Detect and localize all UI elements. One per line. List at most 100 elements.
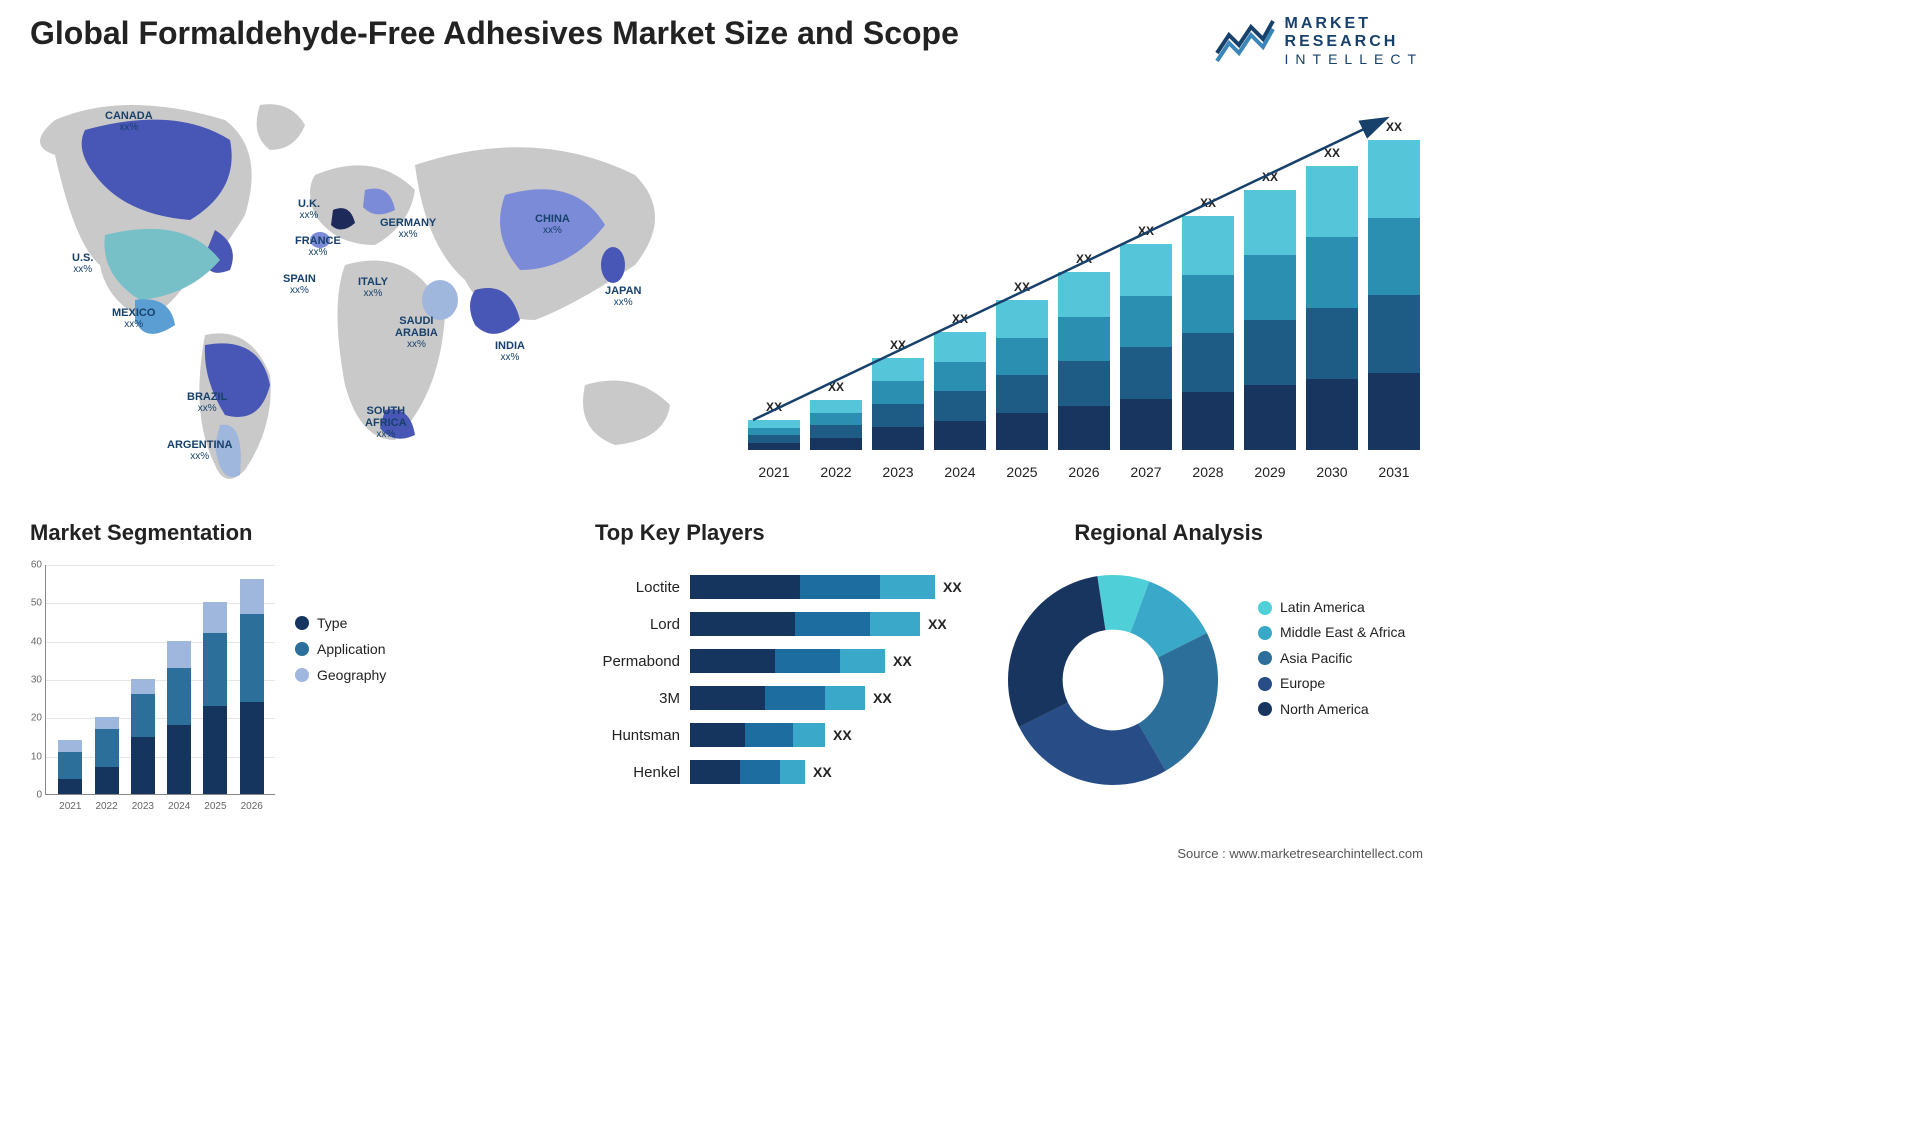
brand-logo: MARKET RESEARCH INTELLECT bbox=[1215, 15, 1423, 67]
map-label-italy: ITALYxx% bbox=[358, 276, 388, 299]
player-row-permabond: PermabondXX bbox=[585, 649, 912, 673]
player-value-henkel: XX bbox=[813, 764, 832, 780]
forecast-label-2028: XX bbox=[1200, 196, 1216, 210]
seg-xtick-2023: 2023 bbox=[132, 801, 154, 812]
map-saudi bbox=[422, 280, 458, 320]
forecast-label-2024: XX bbox=[952, 312, 968, 326]
seg-xtick-2026: 2026 bbox=[241, 801, 263, 812]
region-legend-asia-pacific: Asia Pacific bbox=[1258, 651, 1433, 666]
player-row-huntsman: HuntsmanXX bbox=[585, 723, 852, 747]
seg-ytick-0: 0 bbox=[14, 790, 42, 801]
forecast-bar-2025 bbox=[996, 300, 1048, 450]
player-name-huntsman: Huntsman bbox=[585, 727, 690, 744]
donut-slice-north-america bbox=[1008, 576, 1105, 727]
seg-ytick-40: 40 bbox=[14, 636, 42, 647]
segmentation-chart: 0 10 20 30 40 50 60 2021 2022 2023 2024 2025 2026 Ty… bbox=[10, 555, 450, 825]
seg-ytick-30: 30 bbox=[14, 675, 42, 686]
segmentation-legend: Type Application Geography bbox=[295, 605, 386, 693]
player-name-henkel: Henkel bbox=[585, 764, 690, 781]
forecast-bar-2028 bbox=[1182, 216, 1234, 450]
forecast-bar-chart: XXXXXXXXXXXXXXXXXXXXXX 20212022202320242… bbox=[743, 100, 1423, 480]
forecast-bar-2022 bbox=[810, 400, 862, 450]
seg-xtick-2022: 2022 bbox=[95, 801, 117, 812]
forecast-bar-2029 bbox=[1244, 190, 1296, 450]
region-legend-north-america: North America bbox=[1258, 702, 1433, 717]
forecast-bar-2021 bbox=[748, 420, 800, 450]
forecast-xtick-2028: 2028 bbox=[1192, 464, 1223, 480]
forecast-label-2021: XX bbox=[766, 400, 782, 414]
seg-legend-geography: Geography bbox=[295, 667, 386, 683]
map-label-brazil: BRAZILxx% bbox=[187, 391, 227, 414]
map-label-germany: GERMANYxx% bbox=[380, 217, 436, 240]
donut-svg bbox=[998, 565, 1228, 795]
region-legend-middle-east-africa: Middle East & Africa bbox=[1258, 625, 1433, 640]
player-row-3m: 3M XX bbox=[585, 686, 892, 710]
forecast-xtick-2026: 2026 bbox=[1068, 464, 1099, 480]
segmentation-heading: Market Segmentation bbox=[30, 520, 253, 546]
map-label-u-s-: U.S.xx% bbox=[72, 252, 93, 275]
forecast-label-2029: XX bbox=[1262, 170, 1278, 184]
player-value-lord: XX bbox=[928, 616, 947, 632]
seg-legend-type: Type bbox=[295, 615, 386, 631]
page-title: Global Formaldehyde-Free Adhesives Marke… bbox=[30, 15, 959, 52]
forecast-label-2025: XX bbox=[1014, 280, 1030, 294]
seg-legend-application: Application bbox=[295, 641, 386, 657]
forecast-xtick-2027: 2027 bbox=[1130, 464, 1161, 480]
map-label-china: CHINAxx% bbox=[535, 213, 570, 236]
player-name-3m: 3M bbox=[585, 690, 690, 707]
player-row-loctite: LoctiteXX bbox=[585, 575, 962, 599]
forecast-bar-2031 bbox=[1368, 140, 1420, 450]
logo-text: MARKET RESEARCH INTELLECT bbox=[1285, 15, 1423, 67]
forecast-label-2031: XX bbox=[1386, 120, 1402, 134]
seg-xtick-2024: 2024 bbox=[168, 801, 190, 812]
seg-bar-2025 bbox=[203, 602, 227, 794]
logo-icon bbox=[1215, 17, 1275, 65]
forecast-xtick-2023: 2023 bbox=[882, 464, 913, 480]
seg-ytick-60: 60 bbox=[14, 560, 42, 571]
logo-line3: INTELLECT bbox=[1285, 51, 1423, 67]
region-legend-latin-america: Latin America bbox=[1258, 600, 1433, 615]
seg-ytick-10: 10 bbox=[14, 751, 42, 762]
player-name-lord: Lord bbox=[585, 616, 690, 633]
seg-bar-2026 bbox=[240, 579, 264, 794]
map-label-south-africa: SOUTHAFRICAxx% bbox=[365, 405, 407, 440]
map-label-france: FRANCExx% bbox=[295, 235, 341, 258]
seg-xtick-2025: 2025 bbox=[204, 801, 226, 812]
forecast-xtick-2025: 2025 bbox=[1006, 464, 1037, 480]
seg-ytick-50: 50 bbox=[14, 598, 42, 609]
forecast-xtick-2021: 2021 bbox=[758, 464, 789, 480]
forecast-xtick-2024: 2024 bbox=[944, 464, 975, 480]
map-japan bbox=[601, 247, 625, 283]
map-label-canada: CANADAxx% bbox=[105, 110, 153, 133]
forecast-xtick-2029: 2029 bbox=[1254, 464, 1285, 480]
player-value-permabond: XX bbox=[893, 653, 912, 669]
player-name-loctite: Loctite bbox=[585, 579, 690, 596]
players-heading: Top Key Players bbox=[595, 520, 765, 546]
players-chart: LoctiteXXLordXXPermabondXX3MXXHuntsmanXX… bbox=[585, 555, 985, 825]
seg-xtick-2021: 2021 bbox=[59, 801, 81, 812]
forecast-label-2026: XX bbox=[1076, 252, 1092, 266]
regional-heading: Regional Analysis bbox=[1074, 520, 1263, 546]
map-label-spain: SPAINxx% bbox=[283, 273, 316, 296]
forecast-bar-2027 bbox=[1120, 244, 1172, 450]
map-label-saudi-arabia: SAUDIARABIAxx% bbox=[395, 315, 438, 350]
forecast-xtick-2031: 2031 bbox=[1378, 464, 1409, 480]
seg-bar-2024 bbox=[167, 641, 191, 794]
map-label-argentina: ARGENTINAxx% bbox=[167, 439, 232, 462]
forecast-label-2030: XX bbox=[1324, 146, 1340, 160]
player-value-3m: XX bbox=[873, 690, 892, 706]
map-label-mexico: MEXICOxx% bbox=[112, 307, 155, 330]
forecast-xtick-2030: 2030 bbox=[1316, 464, 1347, 480]
player-row-henkel: Henkel XX bbox=[585, 760, 832, 784]
seg-bar-2023 bbox=[131, 679, 155, 794]
logo-line2: RESEARCH bbox=[1285, 33, 1423, 51]
forecast-bar-2024 bbox=[934, 332, 986, 450]
regional-legend: Latin America Middle East & Africa Asia Pa… bbox=[1258, 590, 1433, 727]
region-legend-europe: Europe bbox=[1258, 676, 1433, 691]
map-label-japan: JAPANxx% bbox=[605, 285, 641, 308]
world-map: CANADAxx% U.S.xx% MEXICOxx% BRAZILxx% ARGENT… bbox=[15, 95, 705, 495]
map-label-india: INDIAxx% bbox=[495, 340, 525, 363]
seg-ytick-20: 20 bbox=[14, 713, 42, 724]
forecast-bar-2023 bbox=[872, 358, 924, 450]
forecast-label-2023: XX bbox=[890, 338, 906, 352]
